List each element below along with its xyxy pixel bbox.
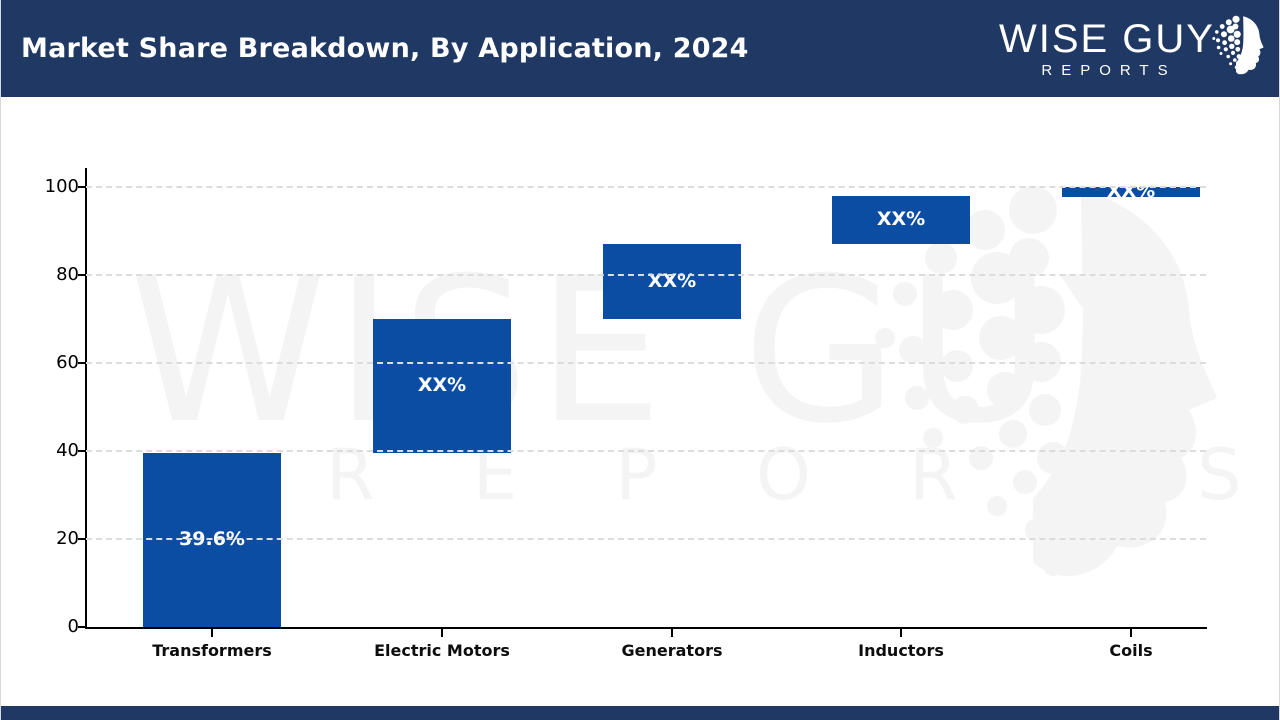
- page-title: Market Share Breakdown, By Application, …: [21, 33, 749, 64]
- x-axis-category-label: Coils: [1109, 641, 1153, 660]
- bar-inductors: XX%: [832, 195, 970, 245]
- y-axis-tick-mark: [78, 186, 86, 188]
- brand-subtitle: REPORTS: [1041, 62, 1177, 79]
- x-axis-tick-mark: [900, 629, 902, 637]
- bar-value-label: XX%: [417, 373, 467, 396]
- gridline: [86, 186, 1206, 188]
- watermark-head-icon: [875, 186, 1217, 576]
- brand-logo: WISE GUY REPORTS: [999, 11, 1269, 87]
- y-axis-tick-label: 60: [56, 352, 79, 373]
- y-axis-tick-label: 20: [56, 528, 79, 549]
- y-axis-line: [85, 168, 87, 629]
- bar-electric-motors: XX%: [373, 319, 511, 453]
- x-axis-category-label: Electric Motors: [374, 641, 510, 660]
- x-axis-tick-mark: [1130, 629, 1132, 637]
- x-axis-tick-mark: [441, 629, 443, 637]
- y-axis-tick-label: 40: [56, 440, 79, 461]
- gridline: [86, 450, 1206, 452]
- x-axis-tick-mark: [671, 629, 673, 637]
- gridline: [86, 538, 1206, 540]
- bar-value-label: XX%: [876, 207, 926, 230]
- y-axis-tick-mark: [78, 450, 86, 452]
- header: Market Share Breakdown, By Application, …: [1, 0, 1279, 97]
- y-axis-tick-mark: [78, 538, 86, 540]
- x-axis-line: [85, 627, 1207, 629]
- y-axis-tick-label: 80: [56, 264, 79, 285]
- footer-bar: [1, 706, 1279, 720]
- brand-name: WISE GUY: [998, 17, 1215, 61]
- y-axis-tick-label: 100: [44, 176, 79, 197]
- x-axis-category-label: Generators: [621, 641, 723, 660]
- y-axis-tick-mark: [78, 274, 86, 276]
- wiseguy-head-icon: [1212, 15, 1264, 74]
- brand-text: WISE GUY REPORTS: [999, 19, 1215, 78]
- bar-generators: XX%: [603, 244, 741, 319]
- x-axis-tick-mark: [211, 629, 213, 637]
- x-axis-category-label: Transformers: [152, 641, 272, 660]
- y-axis-tick-mark: [78, 626, 86, 628]
- bar-value-label: XX%: [1106, 180, 1156, 203]
- gridline: [86, 274, 1206, 276]
- x-axis-category-label: Inductors: [858, 641, 944, 660]
- bar-coils: XX%: [1062, 180, 1200, 202]
- bar-value-label: XX%: [647, 269, 697, 292]
- y-axis-tick-mark: [78, 362, 86, 364]
- y-axis-tick-label: 0: [67, 616, 79, 637]
- gridline: [86, 362, 1206, 364]
